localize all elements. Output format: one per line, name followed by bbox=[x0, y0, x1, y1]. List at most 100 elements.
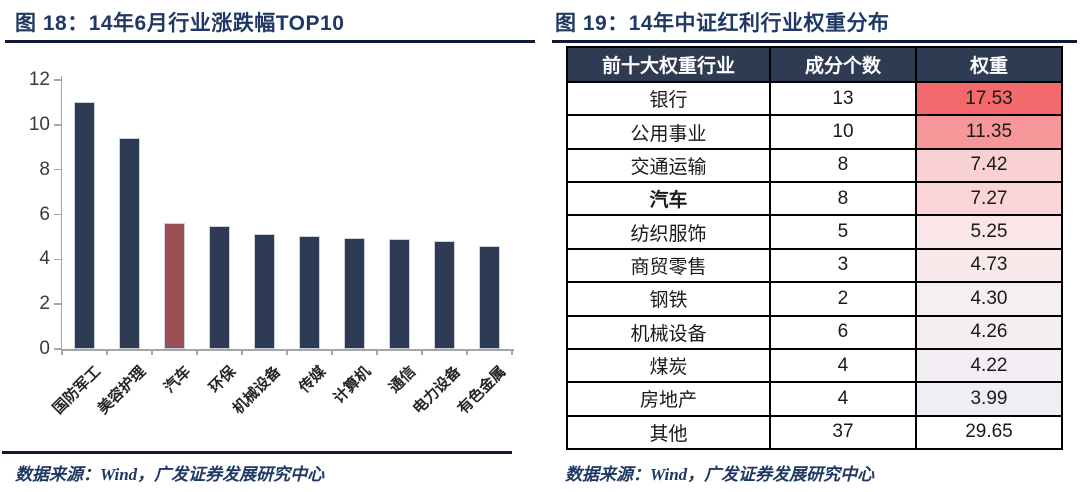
x-axis-tick bbox=[421, 349, 423, 355]
x-axis-tick bbox=[61, 349, 63, 355]
industry-cell: 商贸零售 bbox=[566, 247, 771, 284]
figure-19-title-rule bbox=[552, 40, 1077, 43]
table-row: 交通运输 8 7.42 bbox=[566, 147, 1064, 184]
industry-cell: 银行 bbox=[566, 80, 771, 117]
weight-cell: 29.65 bbox=[914, 414, 1064, 451]
table-row: 公用事业 10 11.35 bbox=[566, 114, 1064, 150]
bar bbox=[254, 233, 275, 349]
x-axis-tick bbox=[376, 349, 378, 355]
y-axis-tick bbox=[54, 213, 62, 216]
y-axis-label: 0 bbox=[39, 338, 50, 359]
x-axis-label: 电力设备 bbox=[410, 363, 465, 418]
y-axis-tick bbox=[54, 168, 62, 171]
y-axis-label: 4 bbox=[39, 248, 50, 270]
count-cell: 6 bbox=[768, 314, 917, 350]
bar bbox=[479, 245, 500, 349]
figure-18-title: 图 18：14年6月行业涨跌幅TOP10 bbox=[15, 12, 345, 35]
y-axis-tick bbox=[54, 258, 62, 261]
bar bbox=[209, 225, 230, 349]
table-header-cell-1: 成分个数 bbox=[768, 46, 917, 83]
table-row: 其他 37 29.65 bbox=[566, 414, 1064, 451]
x-axis-tick bbox=[151, 349, 153, 355]
table-row: 汽车 8 7.27 bbox=[566, 181, 1064, 217]
bar bbox=[74, 102, 95, 349]
weight-cell: 4.30 bbox=[914, 281, 1064, 317]
weight-cell: 7.27 bbox=[914, 181, 1064, 217]
x-axis-tick bbox=[241, 349, 243, 355]
weight-cell: 4.22 bbox=[914, 347, 1064, 384]
x-axis-tick bbox=[466, 349, 468, 355]
count-cell: 8 bbox=[768, 181, 917, 217]
weight-cell: 3.99 bbox=[914, 381, 1064, 417]
y-axis-label: 6 bbox=[39, 203, 50, 225]
count-cell: 5 bbox=[768, 214, 917, 250]
figure-19-title: 图 19：14年中证红利行业权重分布 bbox=[555, 12, 890, 35]
y-axis-tick bbox=[54, 303, 62, 305]
weight-cell: 7.42 bbox=[914, 147, 1064, 184]
industry-change-bar-chart: 0 2 4 6 8 10 12 国防军工 美容护理 汽车 环保 机械设备 传媒 计算机 通信 电力设备 有色金属 bbox=[28, 69, 514, 418]
x-axis-label: 美容护理 bbox=[95, 363, 150, 418]
x-axis-label: 通信 bbox=[386, 363, 420, 397]
weight-cell: 4.26 bbox=[914, 314, 1064, 350]
weight-cell: 11.35 bbox=[914, 114, 1064, 150]
x-axis-tick bbox=[331, 349, 333, 355]
y-axis-tick bbox=[54, 79, 62, 81]
count-cell: 3 bbox=[768, 247, 917, 284]
figure-19-panel: 图 19：14年中证红利行业权重分布 前十大权重行业 成分个数 权重 银行 13 17.… bbox=[540, 0, 1080, 492]
bar bbox=[119, 138, 140, 349]
industry-cell: 汽车 bbox=[566, 181, 771, 217]
count-cell: 4 bbox=[768, 347, 917, 384]
y-axis-label: 12 bbox=[28, 69, 50, 90]
industry-cell: 房地产 bbox=[566, 381, 771, 417]
x-axis-label: 机械设备 bbox=[230, 363, 285, 418]
count-cell: 2 bbox=[768, 281, 917, 317]
bar-highlighted bbox=[164, 223, 185, 349]
table-header-row: 前十大权重行业 成分个数 权重 bbox=[566, 46, 1064, 83]
weight-cell: 17.53 bbox=[914, 80, 1064, 117]
x-axis-label: 汽车 bbox=[161, 363, 195, 397]
table-header-cell-2: 权重 bbox=[914, 46, 1064, 83]
industry-cell: 公用事业 bbox=[566, 114, 771, 150]
table-row: 煤炭 4 4.22 bbox=[566, 347, 1064, 384]
figure-18-title-rule bbox=[5, 40, 535, 43]
count-cell: 13 bbox=[768, 80, 917, 117]
count-cell: 8 bbox=[768, 147, 917, 184]
table-row: 机械设备 6 4.26 bbox=[566, 314, 1064, 350]
figure-18-bottom-rule bbox=[2, 451, 512, 454]
industry-cell: 纺织服饰 bbox=[566, 214, 771, 250]
figure-19-source-note: 数据来源：Wind，广发证券发展研究中心 bbox=[565, 465, 875, 484]
bar bbox=[434, 241, 455, 349]
industry-cell: 钢铁 bbox=[566, 281, 771, 317]
x-axis-label: 有色金属 bbox=[455, 363, 510, 418]
x-axis-label: 国防军工 bbox=[50, 363, 105, 418]
bar bbox=[389, 239, 410, 349]
table-header-cell-0: 前十大权重行业 bbox=[566, 46, 771, 83]
industry-cell: 煤炭 bbox=[566, 347, 771, 384]
y-axis-label: 8 bbox=[39, 158, 50, 180]
bar bbox=[299, 235, 320, 349]
weight-cell: 4.73 bbox=[914, 247, 1064, 284]
table-row: 商贸零售 3 4.73 bbox=[566, 247, 1064, 284]
table-row: 纺织服饰 5 5.25 bbox=[566, 214, 1064, 250]
y-axis-line bbox=[60, 76, 62, 351]
x-axis-label: 环保 bbox=[206, 363, 240, 397]
x-axis-tick bbox=[106, 349, 108, 355]
x-axis-label: 传媒 bbox=[296, 363, 330, 397]
industry-cell: 机械设备 bbox=[566, 314, 771, 350]
table-row: 钢铁 2 4.30 bbox=[566, 281, 1064, 317]
figure-18-source-note: 数据来源：Wind，广发证券发展研究中心 bbox=[15, 465, 325, 484]
industry-weight-table: 前十大权重行业 成分个数 权重 银行 13 17.53 公用事业 10 11.35 交通运输 8 7… bbox=[566, 46, 1064, 451]
industry-cell: 交通运输 bbox=[566, 147, 771, 184]
count-cell: 10 bbox=[768, 114, 917, 150]
y-axis-label: 10 bbox=[28, 113, 50, 135]
table-row: 房地产 4 3.99 bbox=[566, 381, 1064, 417]
y-axis-tick bbox=[54, 124, 62, 126]
count-cell: 37 bbox=[768, 414, 917, 451]
count-cell: 4 bbox=[768, 381, 917, 417]
x-axis-tick bbox=[196, 349, 198, 355]
figure-18-panel: 图 18：14年6月行业涨跌幅TOP10 0 2 4 6 8 10 12 国防军工 美容护理 汽车… bbox=[2, 12, 535, 484]
weight-cell: 5.25 bbox=[914, 214, 1064, 250]
y-axis-label: 2 bbox=[39, 293, 50, 315]
x-axis-label: 计算机 bbox=[330, 363, 375, 407]
